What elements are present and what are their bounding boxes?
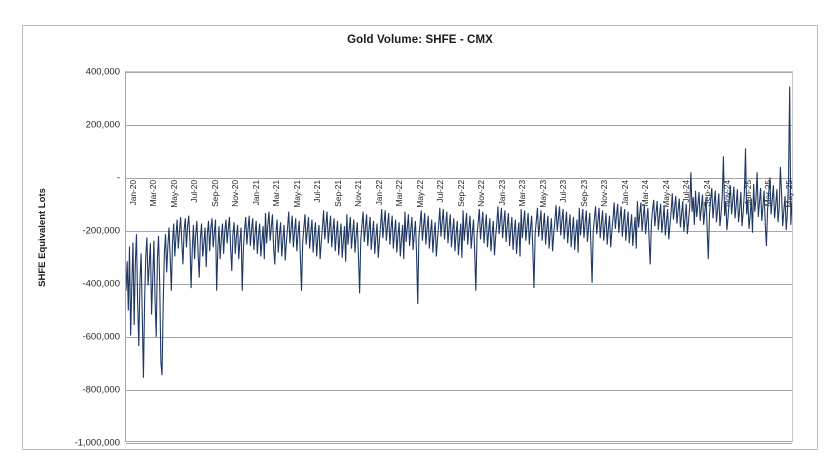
gridline [126, 337, 792, 338]
gridline [126, 231, 792, 232]
gridline [126, 443, 792, 444]
y-axis-title-text: SHFE Equivalent Lots [36, 188, 48, 287]
y-axis-title: SHFE Equivalent Lots [33, 26, 51, 449]
y-tick-label: -1,000,000 [74, 437, 120, 449]
gridline [126, 178, 792, 179]
y-tick-label: 400,000 [85, 66, 120, 78]
gridline [126, 72, 792, 73]
chart-title: Gold Volume: SHFE - CMX [347, 34, 493, 46]
series-plot [126, 86, 792, 378]
y-tick-label: 200,000 [85, 119, 120, 131]
gridline [126, 125, 792, 126]
y-tick-label: -400,000 [82, 278, 120, 290]
series-line-shfe-cmx [126, 86, 792, 378]
gridline [126, 390, 792, 391]
y-tick-label: -800,000 [82, 384, 120, 396]
y-tick-label: - [116, 172, 120, 184]
gridline [126, 284, 792, 285]
y-tick-label: -600,000 [82, 331, 120, 343]
y-tick-label: -200,000 [82, 225, 120, 237]
chart-container: Gold Volume: SHFE - CMX SHFE Equivalent … [22, 25, 818, 450]
plot-area: 400,000 200,000 - -200,000 -400,000 -600,000 -… [75, 67, 794, 449]
